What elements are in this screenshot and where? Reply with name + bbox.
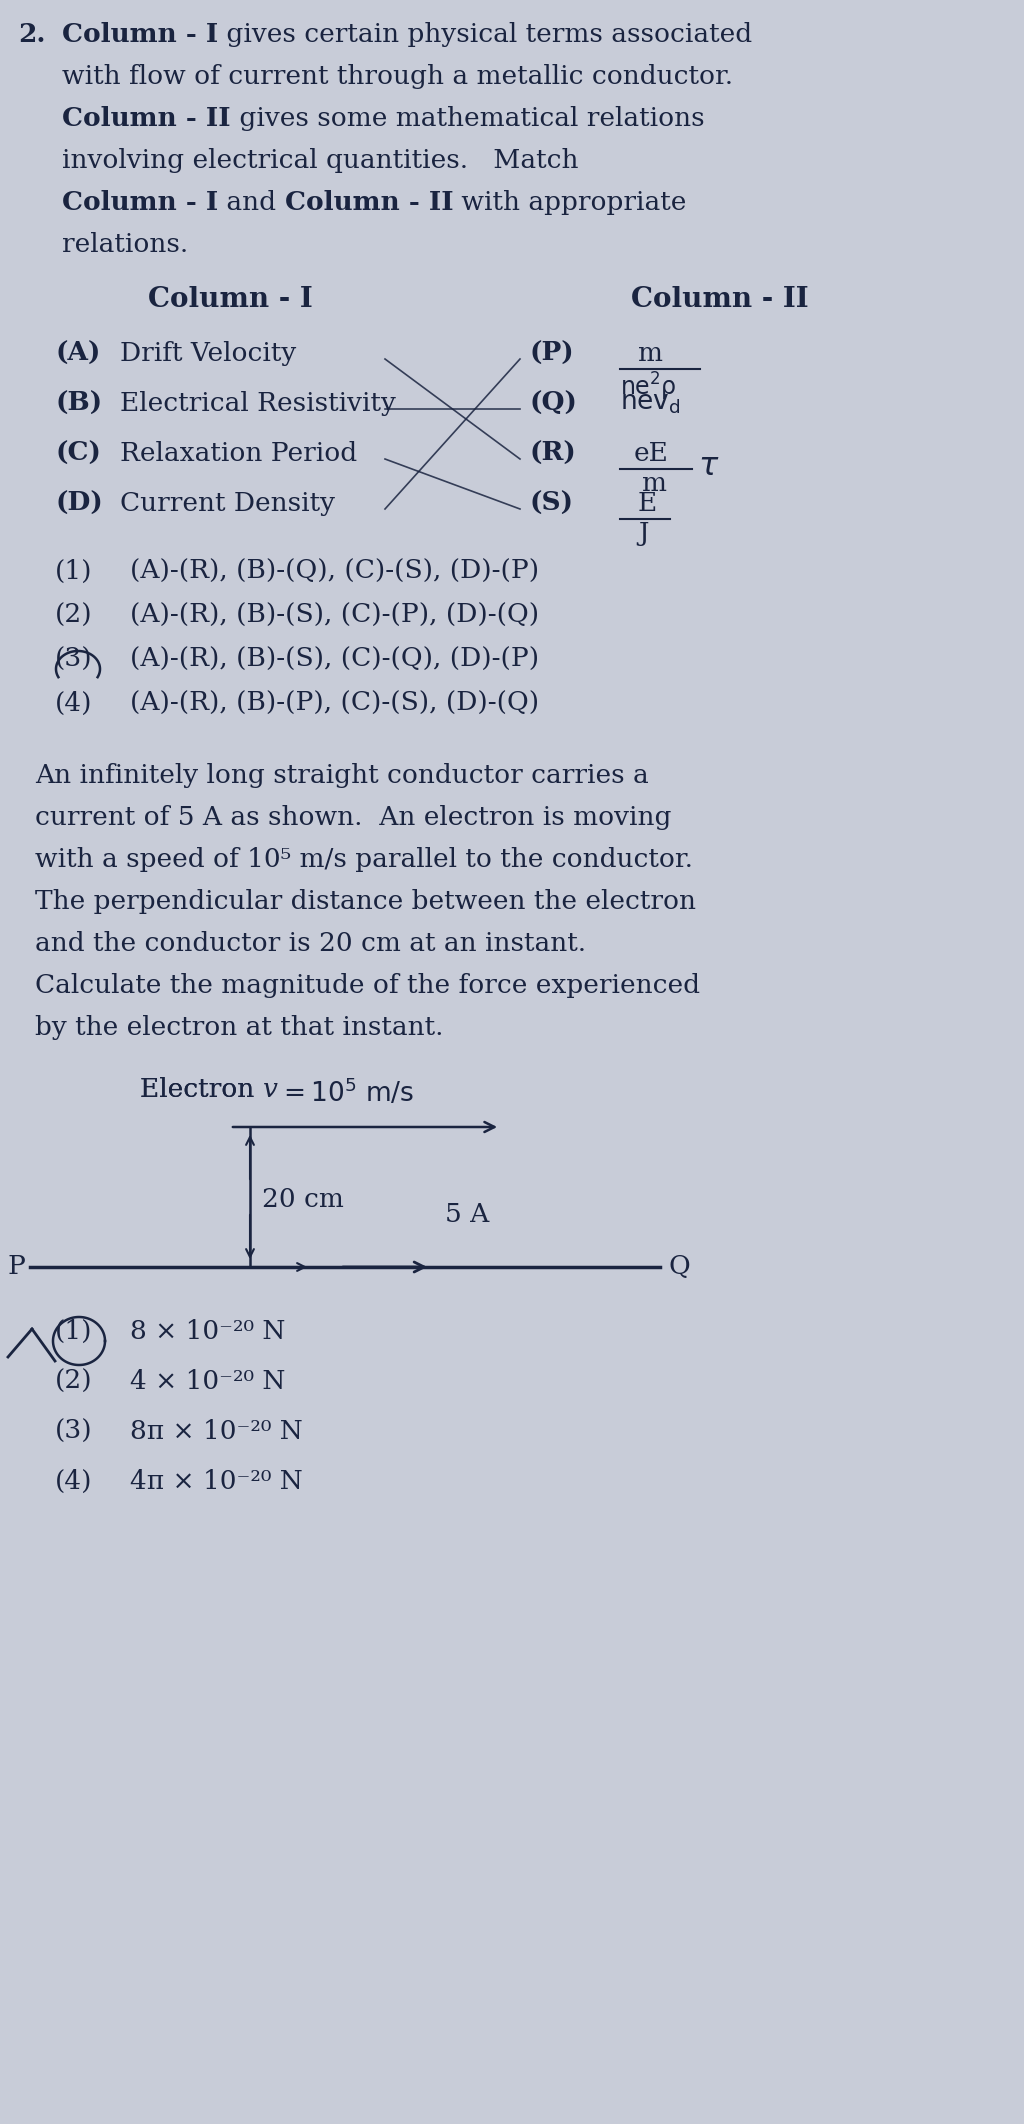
Text: (A)-(R), (B)-(S), (C)-(Q), (D)-(P): (A)-(R), (B)-(S), (C)-(Q), (D)-(P) <box>130 648 539 671</box>
Text: Electrical Resistivity: Electrical Resistivity <box>120 391 396 416</box>
Text: (4): (4) <box>55 1470 92 1493</box>
Text: (R): (R) <box>530 442 577 465</box>
Text: Relaxation Period: Relaxation Period <box>120 442 357 465</box>
Text: with appropriate: with appropriate <box>454 189 687 215</box>
Text: 2.: 2. <box>18 21 45 47</box>
Text: (4): (4) <box>55 690 92 716</box>
Text: $\tau$: $\tau$ <box>698 450 720 482</box>
Text: Current Density: Current Density <box>120 491 335 516</box>
Text: (2): (2) <box>55 1370 92 1393</box>
Text: 5 A: 5 A <box>445 1202 489 1228</box>
Text: (A): (A) <box>55 342 100 365</box>
Text: 8π × 10⁻²⁰ N: 8π × 10⁻²⁰ N <box>130 1419 303 1444</box>
Text: $\mathrm{ne^2\rho}$: $\mathrm{ne^2\rho}$ <box>620 372 677 404</box>
Text: (1): (1) <box>55 559 92 584</box>
Text: Column - I: Column - I <box>147 287 312 312</box>
Text: J: J <box>638 520 648 546</box>
Text: (P): (P) <box>530 342 574 365</box>
Text: eE: eE <box>634 442 669 465</box>
Text: m: m <box>642 472 667 497</box>
Text: $\mathrm{nev_d}$: $\mathrm{nev_d}$ <box>620 391 681 416</box>
Text: Column - II: Column - II <box>62 106 230 132</box>
Text: with a speed of 10⁵ m/s parallel to the conductor.: with a speed of 10⁵ m/s parallel to the … <box>35 847 693 873</box>
Text: (C): (C) <box>55 442 101 465</box>
Text: m: m <box>638 342 663 365</box>
Text: by the electron at that instant.: by the electron at that instant. <box>35 1015 443 1041</box>
Text: Column - II: Column - II <box>285 189 454 215</box>
Text: (B): (B) <box>55 391 102 416</box>
Text: (1): (1) <box>55 1319 92 1344</box>
Text: involving electrical quantities.   Match: involving electrical quantities. Match <box>62 149 579 172</box>
Text: and: and <box>218 189 285 215</box>
Text: (3): (3) <box>55 1419 92 1444</box>
Text: (S): (S) <box>530 491 574 516</box>
Text: E: E <box>638 491 657 516</box>
Text: with flow of current through a metallic conductor.: with flow of current through a metallic … <box>62 64 733 89</box>
Text: v: v <box>262 1077 278 1102</box>
Text: $= 10^5$ m/s: $= 10^5$ m/s <box>278 1077 414 1107</box>
Text: and the conductor is 20 cm at an instant.: and the conductor is 20 cm at an instant… <box>35 930 586 956</box>
Text: (Q): (Q) <box>530 391 578 416</box>
Text: 20 cm: 20 cm <box>262 1187 344 1213</box>
Text: P: P <box>7 1255 25 1279</box>
Text: (A)-(R), (B)-(Q), (C)-(S), (D)-(P): (A)-(R), (B)-(Q), (C)-(S), (D)-(P) <box>130 559 539 584</box>
Text: Calculate the magnitude of the force experienced: Calculate the magnitude of the force exp… <box>35 973 700 998</box>
Text: (D): (D) <box>55 491 102 516</box>
Text: relations.: relations. <box>62 232 188 257</box>
Text: 4π × 10⁻²⁰ N: 4π × 10⁻²⁰ N <box>130 1470 303 1493</box>
Text: (A)-(R), (B)-(S), (C)-(P), (D)-(Q): (A)-(R), (B)-(S), (C)-(P), (D)-(Q) <box>130 603 539 629</box>
Text: Electron: Electron <box>140 1077 262 1102</box>
Text: 8 × 10⁻²⁰ N: 8 × 10⁻²⁰ N <box>130 1319 286 1344</box>
Text: Electron: Electron <box>140 1077 262 1102</box>
Text: An infinitely long straight conductor carries a: An infinitely long straight conductor ca… <box>35 763 649 788</box>
Text: Column - I: Column - I <box>62 21 218 47</box>
Text: gives some mathematical relations: gives some mathematical relations <box>230 106 705 132</box>
Text: The perpendicular distance between the electron: The perpendicular distance between the e… <box>35 890 696 913</box>
Text: (3): (3) <box>55 648 92 671</box>
Text: (A)-(R), (B)-(P), (C)-(S), (D)-(Q): (A)-(R), (B)-(P), (C)-(S), (D)-(Q) <box>130 690 539 716</box>
Text: (2): (2) <box>55 603 92 629</box>
Text: gives certain physical terms associated: gives certain physical terms associated <box>218 21 753 47</box>
Text: Q: Q <box>668 1255 690 1279</box>
Text: current of 5 A as shown.  An electron is moving: current of 5 A as shown. An electron is … <box>35 805 672 830</box>
Text: 4 × 10⁻²⁰ N: 4 × 10⁻²⁰ N <box>130 1370 286 1393</box>
Text: Drift Velocity: Drift Velocity <box>120 342 296 365</box>
Text: Column - I: Column - I <box>62 189 218 215</box>
Text: Column - II: Column - II <box>631 287 809 312</box>
